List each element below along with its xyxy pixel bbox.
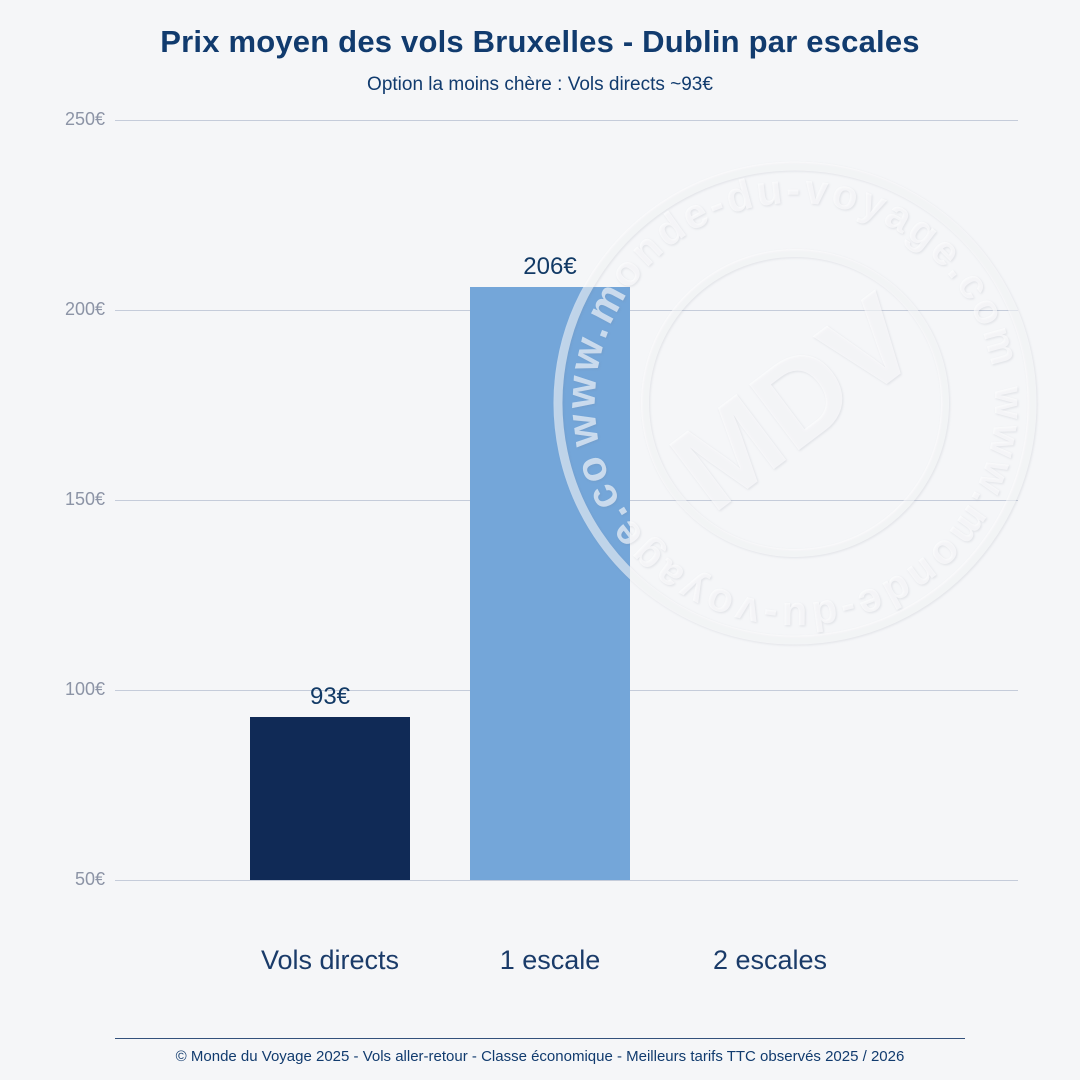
footer-divider bbox=[115, 1038, 965, 1039]
y-axis-tick-label: 50€ bbox=[74, 869, 105, 889]
chart-title: Prix moyen des vols Bruxelles - Dublin p… bbox=[160, 24, 920, 59]
bar bbox=[250, 716, 410, 880]
gridline bbox=[115, 120, 1018, 121]
x-axis-label: Vols directs bbox=[260, 945, 400, 975]
gridline bbox=[115, 880, 1018, 881]
bar-value-label: 93€ bbox=[309, 682, 351, 710]
bar-value-label: 206€ bbox=[523, 253, 577, 281]
y-axis-tick-label: 150€ bbox=[64, 489, 105, 509]
y-axis-tick-label: 200€ bbox=[64, 299, 105, 319]
footer-text: © Monde du Voyage 2025 - Vols aller-reto… bbox=[175, 1048, 905, 1065]
chart-subtitle: Option la moins chère : Vols directs ~93… bbox=[367, 74, 713, 95]
bar bbox=[470, 287, 630, 880]
x-axis-label: 1 escale bbox=[499, 945, 601, 975]
x-axis-label: 2 escales bbox=[712, 945, 828, 975]
y-axis-tick-label: 250€ bbox=[64, 109, 105, 129]
y-axis-tick-label: 100€ bbox=[64, 679, 105, 699]
